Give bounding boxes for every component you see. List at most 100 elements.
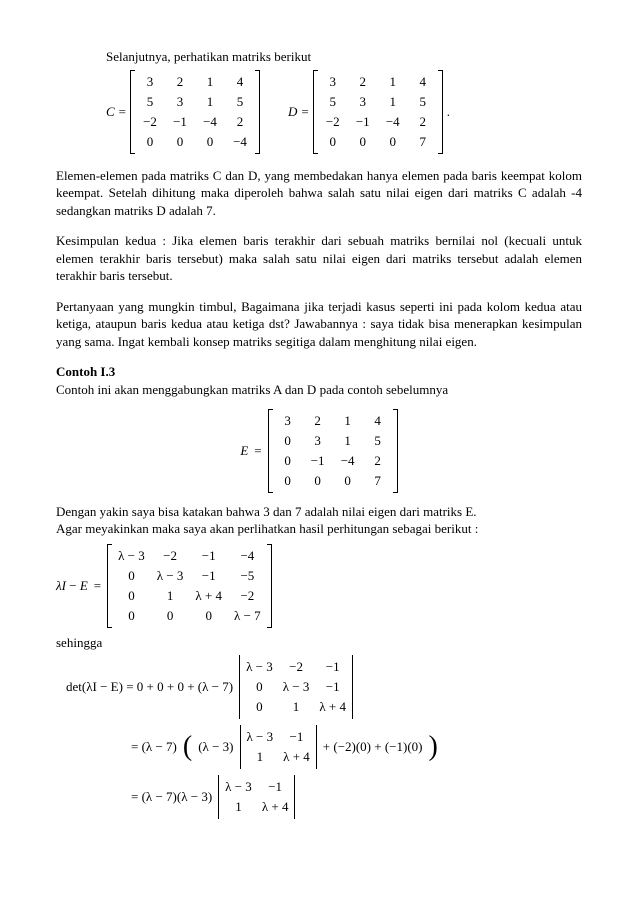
matrix-cell: 7 (414, 132, 432, 152)
sehingga: sehingga (56, 634, 582, 652)
matrix-cell: 3 (171, 92, 189, 112)
matrix-cell: −1 (283, 727, 310, 747)
matrix-cell: 0 (171, 132, 189, 152)
matrix-cell: −1 (171, 112, 189, 132)
matrix-cell: −4 (201, 112, 219, 132)
matrices-c-d-row: C = 32145315−2−1−42000−4 D = 32145315−2−… (106, 70, 582, 154)
matrix-cell: λ + 4 (283, 747, 310, 767)
matrix-cell: λ − 3 (283, 677, 310, 697)
matrix-cell: 1 (157, 586, 184, 606)
paragraph-2: Kesimpulan kedua : Jika elemen baris ter… (56, 232, 582, 285)
lhs-lambda-i-e: λI − E (56, 577, 88, 595)
eq-sign: = (301, 103, 308, 121)
matrix-cell: −2 (283, 657, 310, 677)
matrix-cell: 5 (414, 92, 432, 112)
matrix-cell: 0 (118, 606, 145, 626)
matrix-cell: λ + 4 (195, 586, 222, 606)
matrix-cell: 3 (324, 72, 342, 92)
matrix-cell: 0 (309, 471, 327, 491)
matrix-e: 321403150−1−420007 (268, 409, 398, 493)
matrix-cell: −1 (354, 112, 372, 132)
matrix-cell: 7 (369, 471, 387, 491)
matrix-cell: 1 (247, 747, 274, 767)
matrix-cell: 0 (246, 677, 273, 697)
matrix-cell: −1 (319, 677, 346, 697)
matrix-e-row: E = 321403150−1−420007 (56, 409, 582, 493)
matrix-cell: 3 (354, 92, 372, 112)
label-e: E (240, 442, 248, 460)
det-3x3: λ − 3−2−10λ − 3−101λ + 4 (239, 655, 353, 719)
matrix-cell: −2 (157, 546, 184, 566)
matrix-cell: 2 (309, 411, 327, 431)
contoh-intro: Contoh ini akan menggabungkan matriks A … (56, 381, 582, 399)
matrix-cell: 2 (354, 72, 372, 92)
matrix-cell: 2 (171, 72, 189, 92)
matrix-cell: 1 (339, 431, 357, 451)
label-d: D (288, 103, 297, 121)
matrix-cell: −2 (324, 112, 342, 132)
eq-sign: = (254, 442, 261, 460)
paragraph-3: Pertanyaan yang mungkin timbul, Bagaiman… (56, 298, 582, 351)
matrix-cell: 0 (279, 471, 297, 491)
matrix-cell: 5 (231, 92, 249, 112)
det-line-1: det(λI − E) = 0 + 0 + 0 + (λ − 7) λ − 3−… (66, 655, 582, 719)
matrix-cell: 1 (201, 72, 219, 92)
matrix-lie: λ − 3−2−1−40λ − 3−1−501λ + 4−2000λ − 7 (107, 544, 272, 628)
matrix-cell: 1 (225, 797, 252, 817)
matrix-cell: −4 (384, 112, 402, 132)
matrix-cell: −1 (262, 777, 289, 797)
matrix-cell: 3 (309, 431, 327, 451)
matrix-cell: λ + 4 (262, 797, 289, 817)
matrix-cell: −2 (141, 112, 159, 132)
matrix-cell: −1 (195, 566, 222, 586)
matrix-c: 32145315−2−1−42000−4 (130, 70, 260, 154)
paragraph-5: Agar meyakinkan maka saya akan perlihatk… (56, 520, 582, 538)
matrix-cell: 4 (231, 72, 249, 92)
matrix-cell: 1 (384, 72, 402, 92)
matrix-cell: 1 (384, 92, 402, 112)
matrix-cell: 1 (339, 411, 357, 431)
matrix-cell: 4 (414, 72, 432, 92)
matrix-cell: λ − 3 (225, 777, 252, 797)
matrix-cell: 0 (141, 132, 159, 152)
matrix-cell: λ − 7 (234, 606, 261, 626)
det-2x2-a: λ − 3 −1 1 λ + 4 (240, 725, 317, 769)
matrix-d: 32145315−2−1−420007 (313, 70, 443, 154)
matrix-cell: λ − 3 (247, 727, 274, 747)
matrix-cell: −5 (234, 566, 261, 586)
matrix-cell: 4 (369, 411, 387, 431)
matrix-cell: λ − 3 (246, 657, 273, 677)
lambda-i-minus-e-row: λI − E = λ − 3−2−1−40λ − 3−1−501λ + 4−20… (56, 544, 582, 628)
intro-line: Selanjutnya, perhatikan matriks berikut (106, 48, 582, 66)
matrix-cell: 3 (141, 72, 159, 92)
matrix-cell: 0 (157, 606, 184, 626)
matrix-cell: 2 (231, 112, 249, 132)
matrix-cell: 3 (279, 411, 297, 431)
matrix-cell: −4 (234, 546, 261, 566)
paragraph-1: Elemen-elemen pada matriks C dan D, yang… (56, 167, 582, 220)
matrix-cell: λ + 4 (319, 697, 346, 717)
det-line-2: = (λ − 7) ( (λ − 3) λ − 3−11λ + 4 + (−2)… (131, 725, 582, 769)
matrix-cell: 5 (141, 92, 159, 112)
matrix-cell: 1 (201, 92, 219, 112)
matrix-cell: −2 (234, 586, 261, 606)
eq-sign: = (94, 577, 101, 595)
matrix-cell: −1 (195, 546, 222, 566)
matrix-cell: 0 (279, 451, 297, 471)
matrix-cell: 1 (283, 697, 310, 717)
det-expr-2-tail: + (−2)(0) + (−1)(0) (323, 738, 423, 756)
matrix-cell: 2 (369, 451, 387, 471)
eq-sign: = (119, 103, 126, 121)
det-line-3: = (λ − 7)(λ − 3) λ − 3−11λ + 4 (131, 775, 582, 819)
matrix-cell: 2 (414, 112, 432, 132)
det-2x2-b: λ − 3 −1 1 λ + 4 (218, 775, 295, 819)
matrix-cell: −4 (231, 132, 249, 152)
matrix-cell: 0 (339, 471, 357, 491)
matrix-cell: 0 (279, 431, 297, 451)
matrix-cell: 0 (195, 606, 222, 626)
paragraph-4: Dengan yakin saya bisa katakan bahwa 3 d… (56, 503, 582, 521)
matrix-cell: 5 (369, 431, 387, 451)
matrix-cell: 0 (324, 132, 342, 152)
matrix-cell: 0 (118, 566, 145, 586)
matrix-cell: 5 (324, 92, 342, 112)
